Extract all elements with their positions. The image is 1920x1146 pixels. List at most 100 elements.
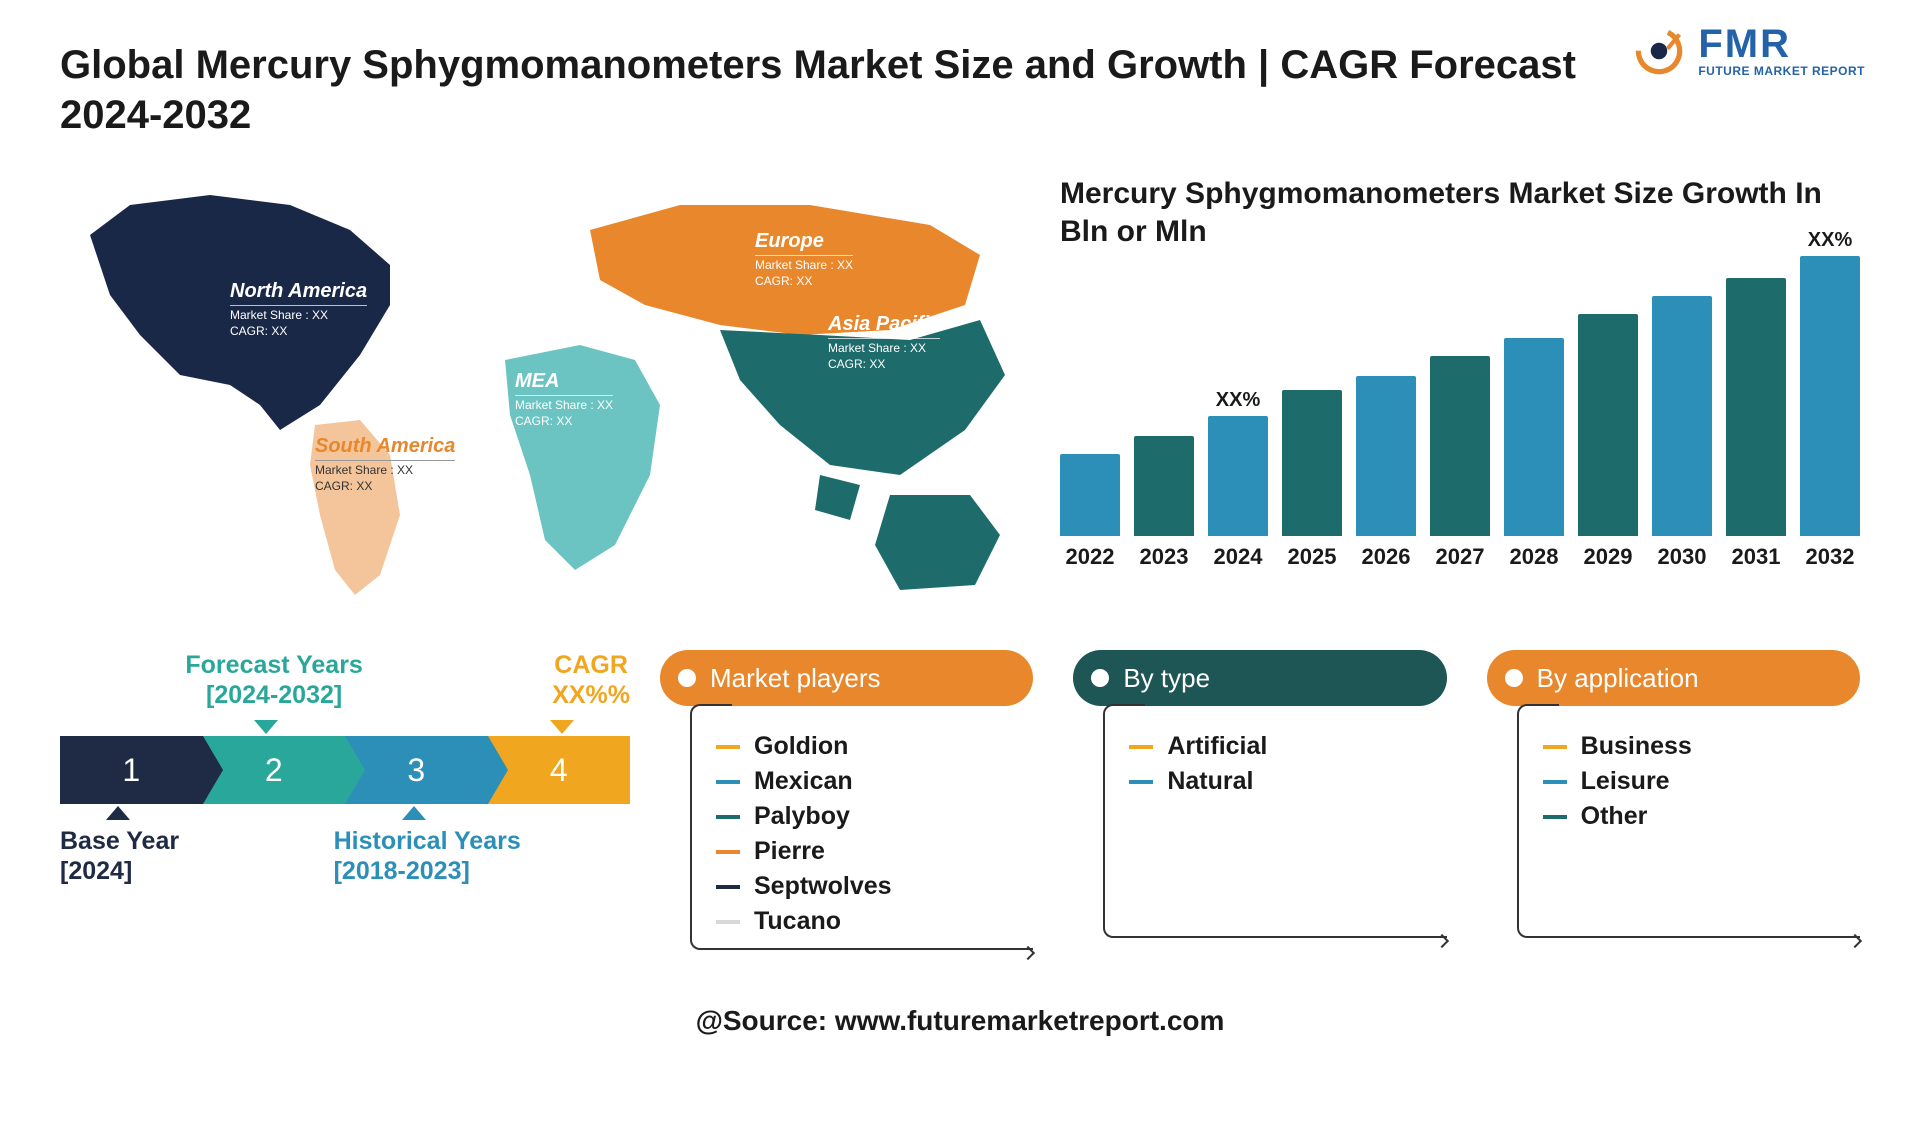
category-item: Leisure [1543, 767, 1860, 796]
tick-icon [1543, 745, 1567, 749]
timeline-forecast-label: Forecast Years [2024-2032] [185, 650, 362, 710]
category-pill: By type [1073, 650, 1446, 706]
region-south-america: South America Market Share : XXCAGR: XX [315, 435, 455, 494]
bar-group: 2022 [1060, 454, 1120, 570]
bar [1060, 454, 1120, 536]
fmr-logo: FMR FUTURE MARKET REPORT [1628, 20, 1865, 82]
arrow-up-icon [106, 806, 130, 820]
tick-icon [1543, 815, 1567, 819]
category-item-label: Septwolves [754, 872, 892, 901]
bar-year-label: 2026 [1362, 544, 1411, 570]
category-item: Pierre [716, 837, 1033, 866]
bar [1282, 390, 1342, 536]
logo-main-text: FMR [1698, 24, 1865, 64]
arrow-down-icon [550, 720, 574, 734]
bar-year-label: 2027 [1436, 544, 1485, 570]
bar [1578, 314, 1638, 536]
category-item: Mexican [716, 767, 1033, 796]
category-column: By application Business Leisure Other [1487, 650, 1860, 950]
category-item-label: Goldion [754, 732, 848, 761]
arrow-up-icon [402, 806, 426, 820]
timeline-stages: 1234 [60, 736, 630, 804]
bar-chart: Mercury Sphygmomanometers Market Size Gr… [1060, 175, 1860, 605]
tick-icon [716, 920, 740, 924]
category-item: Artificial [1129, 732, 1446, 761]
source-text: @Source: www.futuremarketreport.com [60, 1005, 1860, 1037]
category-item-label: Artificial [1167, 732, 1267, 761]
category-item-label: Other [1581, 802, 1648, 831]
world-map: North America Market Share : XXCAGR: XX … [60, 175, 1020, 605]
bar-group: XX%2024 [1208, 416, 1268, 570]
logo-sub-text: FUTURE MARKET REPORT [1698, 64, 1865, 78]
bar-year-label: 2029 [1584, 544, 1633, 570]
category-pill: By application [1487, 650, 1860, 706]
bar-year-label: 2024 [1214, 544, 1263, 570]
category-column: Market players Goldion Mexican Palyboy Pierr… [660, 650, 1033, 950]
category-item-label: Palyboy [754, 802, 850, 831]
timeline-stage: 2 [203, 736, 346, 804]
category-item: Natural [1129, 767, 1446, 796]
category-item-label: Leisure [1581, 767, 1670, 796]
bar-annotation: XX% [1216, 389, 1260, 412]
timeline-historical-label: Historical Years [2018-2023] [334, 826, 521, 886]
category-item-label: Pierre [754, 837, 825, 866]
category-list: Goldion Mexican Palyboy Pierre Septwolves Tuc… [690, 718, 1033, 950]
category-item-label: Tucano [754, 907, 841, 936]
bar-year-label: 2025 [1288, 544, 1337, 570]
category-item-label: Business [1581, 732, 1692, 761]
tick-icon [716, 780, 740, 784]
bar-year-label: 2032 [1806, 544, 1855, 570]
bar [1726, 278, 1786, 536]
category-column: By type Artificial Natural [1073, 650, 1446, 950]
category-item: Palyboy [716, 802, 1033, 831]
bar-group: 2031 [1726, 278, 1786, 570]
bar-group: 2027 [1430, 356, 1490, 570]
category-list: Artificial Natural [1103, 718, 1446, 938]
bar [1134, 436, 1194, 536]
bar [1504, 338, 1564, 536]
bar [1208, 416, 1268, 536]
bar-year-label: 2030 [1658, 544, 1707, 570]
timeline-base-label: Base Year [2024] [60, 826, 179, 886]
categories: Market players Goldion Mexican Palyboy Pierr… [660, 650, 1860, 950]
category-item: Goldion [716, 732, 1033, 761]
region-north-america: North America Market Share : XXCAGR: XX [230, 280, 367, 339]
bar-group: 2025 [1282, 390, 1342, 570]
category-item: Septwolves [716, 872, 1033, 901]
bar [1652, 296, 1712, 536]
timeline-stage: 4 [488, 736, 631, 804]
bars-area: 20222023XX%20242025202620272028202920302… [1060, 260, 1860, 570]
bar-group: 2030 [1652, 296, 1712, 570]
tick-icon [716, 885, 740, 889]
timeline-cagr-label: CAGR XX%% [552, 650, 630, 710]
timeline-stage: 3 [345, 736, 488, 804]
page-title: Global Mercury Sphygmomanometers Market … [60, 40, 1610, 140]
tick-icon [1129, 745, 1153, 749]
logo-icon [1628, 20, 1690, 82]
bar-group: 2026 [1356, 376, 1416, 570]
timeline: Forecast Years [2024-2032] CAGR XX%% 123… [60, 650, 630, 950]
bar [1356, 376, 1416, 536]
bar-group: XX%2032 [1800, 256, 1860, 570]
bullet-icon [1505, 669, 1523, 687]
category-pill: Market players [660, 650, 1033, 706]
region-mea: MEA Market Share : XXCAGR: XX [515, 370, 613, 429]
tick-icon [1543, 780, 1567, 784]
category-title: By application [1537, 663, 1699, 694]
category-item: Other [1543, 802, 1860, 831]
tick-icon [1129, 780, 1153, 784]
category-title: Market players [710, 663, 881, 694]
bar-year-label: 2023 [1140, 544, 1189, 570]
tick-icon [716, 745, 740, 749]
timeline-stage: 1 [60, 736, 203, 804]
category-item: Business [1543, 732, 1860, 761]
tick-icon [716, 850, 740, 854]
bar [1800, 256, 1860, 536]
bar [1430, 356, 1490, 536]
bar-group: 2028 [1504, 338, 1564, 570]
bar-year-label: 2022 [1066, 544, 1115, 570]
tick-icon [716, 815, 740, 819]
category-list: Business Leisure Other [1517, 718, 1860, 938]
bar-year-label: 2031 [1732, 544, 1781, 570]
category-item: Tucano [716, 907, 1033, 936]
